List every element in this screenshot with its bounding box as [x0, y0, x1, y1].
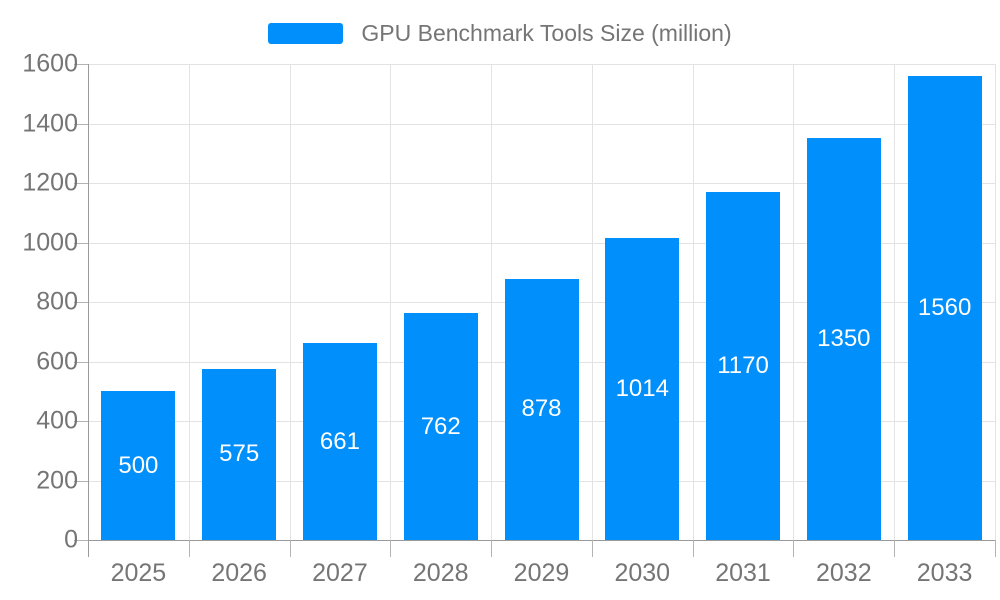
x-tick [188, 540, 190, 557]
x-axis-label: 2027 [312, 559, 368, 587]
x-axis-label: 2026 [211, 559, 267, 587]
bar: 661 [302, 343, 377, 540]
y-axis-label: 1400 [22, 109, 78, 137]
bar-value-label: 1170 [717, 351, 769, 379]
y-tick [74, 361, 88, 363]
y-axis-label: 1000 [22, 228, 78, 256]
gridline-vertical [188, 64, 190, 540]
x-tick [390, 540, 392, 557]
y-tick [74, 480, 88, 482]
y-tick [74, 64, 88, 65]
y-tick [74, 242, 88, 244]
x-tick [491, 540, 493, 557]
y-tick [74, 302, 88, 303]
bar-value-label: 661 [319, 427, 360, 455]
gridline-vertical [591, 64, 593, 540]
legend-label: GPU Benchmark Tools Size (million) [361, 20, 732, 46]
y-axis-label: 400 [36, 406, 78, 435]
x-tick [591, 540, 593, 557]
bar-value-label: 575 [219, 440, 260, 468]
gridline-vertical [491, 64, 493, 540]
bar: 878 [504, 278, 579, 540]
gridline-horizontal [88, 242, 995, 244]
gridline-vertical [995, 64, 996, 540]
y-axis-label: 600 [36, 347, 78, 375]
bar-value-label: 500 [118, 451, 159, 479]
gridline-vertical [894, 64, 896, 540]
x-tick [894, 540, 896, 557]
gridline-horizontal [88, 64, 995, 65]
x-axis-label: 2033 [916, 559, 973, 587]
gridline-horizontal [88, 183, 995, 184]
x-axis-label: 2032 [816, 559, 872, 587]
bar: 575 [202, 368, 277, 540]
y-axis-label: 200 [36, 466, 78, 494]
plot-area: 500 575 661 762 878 1014 1170 1350 1560 [88, 64, 996, 540]
x-axis-line [88, 540, 995, 541]
bar-value-label: 1350 [817, 325, 871, 353]
bar: 1560 [907, 75, 982, 540]
bar-value-label: 1014 [615, 375, 669, 403]
y-axis-label: 0 [64, 525, 78, 554]
x-tick [289, 540, 291, 557]
gridline-vertical [692, 64, 694, 540]
bar: 1350 [806, 138, 881, 540]
y-axis-label: 800 [36, 287, 78, 316]
y-tick [74, 421, 88, 422]
bar-value-label: 1560 [917, 293, 972, 321]
gridline-vertical [793, 64, 795, 540]
gridline-vertical [289, 64, 291, 540]
bar-value-label: 878 [521, 395, 562, 423]
legend-swatch-icon [268, 23, 344, 45]
bar: 762 [403, 313, 478, 540]
y-tick [74, 183, 88, 184]
gridline-horizontal [88, 123, 995, 125]
x-tick [692, 540, 694, 557]
x-axis-label: 2029 [513, 559, 570, 587]
y-axis-label: 1600 [22, 49, 78, 78]
bar: 1014 [605, 238, 680, 540]
bar: 500 [101, 391, 176, 540]
x-tick [995, 540, 996, 557]
x-tick [793, 540, 795, 557]
x-axis-label: 2031 [715, 559, 771, 587]
y-tick [74, 123, 88, 125]
x-axis-label: 2030 [614, 559, 671, 587]
y-axis-label: 1200 [22, 168, 78, 197]
y-tick [74, 540, 88, 541]
chart-legend[interactable]: GPU Benchmark Tools Size (million) [0, 20, 1000, 46]
bar: 1170 [706, 191, 781, 540]
y-axis-line [88, 64, 89, 557]
x-axis-label: 2025 [110, 559, 167, 587]
x-axis-label: 2028 [412, 559, 469, 587]
bar-value-label: 762 [420, 412, 461, 440]
gridline-vertical [390, 64, 392, 540]
